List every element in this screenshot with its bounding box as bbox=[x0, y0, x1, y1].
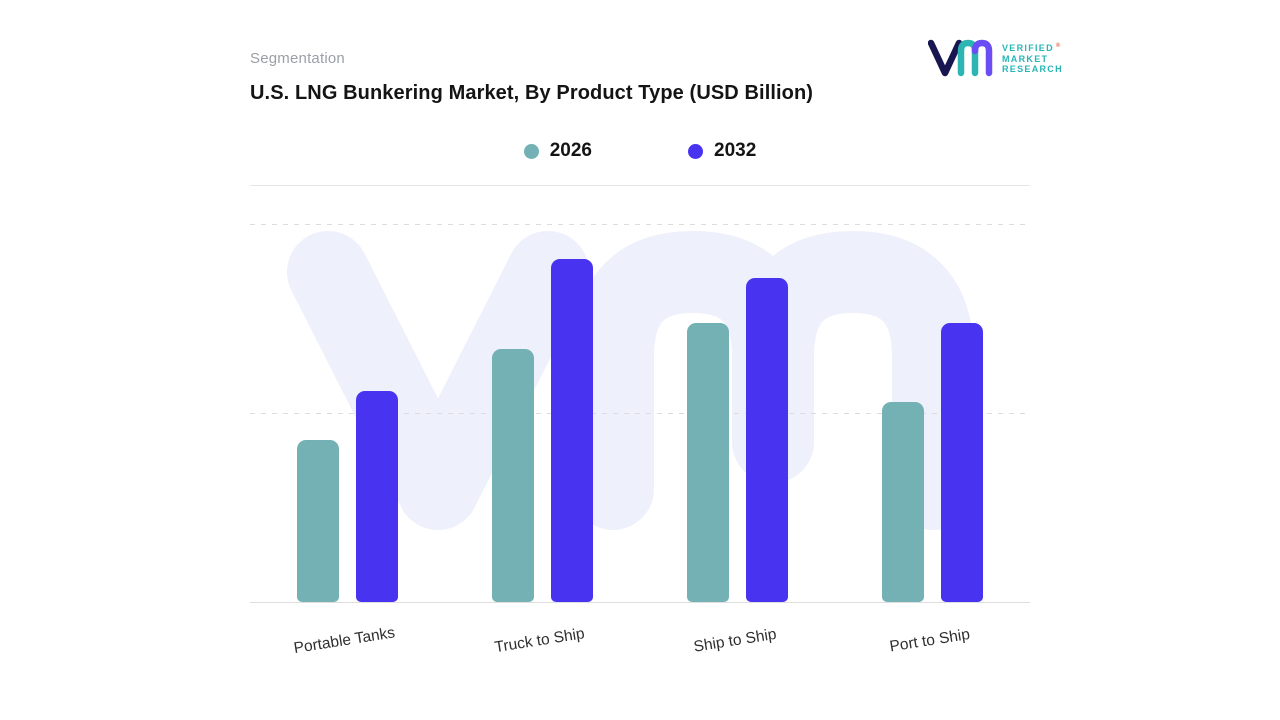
category-label: Port to Ship bbox=[888, 625, 972, 656]
bar-2026 bbox=[492, 349, 534, 602]
legend-item-2032: 2032 bbox=[688, 140, 756, 162]
category-label-cell: Port to Ship bbox=[835, 604, 1030, 684]
category-label-cell: Truck to Ship bbox=[445, 604, 640, 684]
category-label: Portable Tanks bbox=[292, 624, 397, 658]
bar-2032 bbox=[941, 323, 983, 602]
segmentation-eyebrow: Segmentation bbox=[250, 50, 345, 67]
bar-2032 bbox=[551, 258, 593, 602]
bar-2026 bbox=[297, 439, 339, 602]
logo-line-market: MARKET bbox=[1002, 53, 1049, 64]
gridlines bbox=[250, 224, 1030, 602]
category-labels: Portable Tanks Truck to Ship Ship to Ship P… bbox=[250, 604, 1030, 684]
category-label-cell: Portable Tanks bbox=[250, 604, 445, 684]
bar-group bbox=[445, 225, 640, 602]
legend-divider bbox=[250, 185, 1030, 186]
registered-mark: ® bbox=[1055, 43, 1062, 50]
bar-2026 bbox=[882, 402, 924, 602]
legend-item-2026: 2026 bbox=[523, 140, 592, 162]
category-label: Ship to Ship bbox=[692, 625, 778, 656]
bar-chart-plot-area bbox=[250, 224, 1030, 603]
logo-line-verified: VERIFIED ® bbox=[1002, 43, 1062, 54]
category-label: Truck to Ship bbox=[493, 625, 586, 657]
bar-2026 bbox=[687, 323, 729, 602]
bar-group bbox=[640, 225, 835, 602]
category-label-cell: Ship to Ship bbox=[640, 604, 835, 684]
vmr-logo: VERIFIED ® MARKET RESEARCH bbox=[928, 38, 1063, 78]
vmr-logo-mark-icon bbox=[928, 39, 993, 77]
bar-2032 bbox=[356, 390, 398, 602]
legend-label-2032: 2032 bbox=[714, 140, 757, 161]
legend: 2026 2032 bbox=[250, 136, 1030, 166]
legend-swatch-2026 bbox=[523, 143, 539, 159]
bar-2032 bbox=[746, 277, 788, 602]
legend-label-2026: 2026 bbox=[549, 140, 592, 161]
bar-group bbox=[250, 225, 445, 602]
vmr-logo-text: VERIFIED ® MARKET RESEARCH bbox=[1002, 41, 1063, 75]
gridline bbox=[250, 412, 1030, 414]
logo-line-research: RESEARCH bbox=[1002, 64, 1063, 75]
gridline bbox=[250, 224, 1030, 225]
legend-swatch-2032 bbox=[688, 143, 703, 159]
bar-group bbox=[835, 225, 1030, 602]
bar-groups bbox=[250, 225, 1030, 602]
page-title: U.S. LNG Bunkering Market, By Product Ty… bbox=[250, 82, 814, 104]
